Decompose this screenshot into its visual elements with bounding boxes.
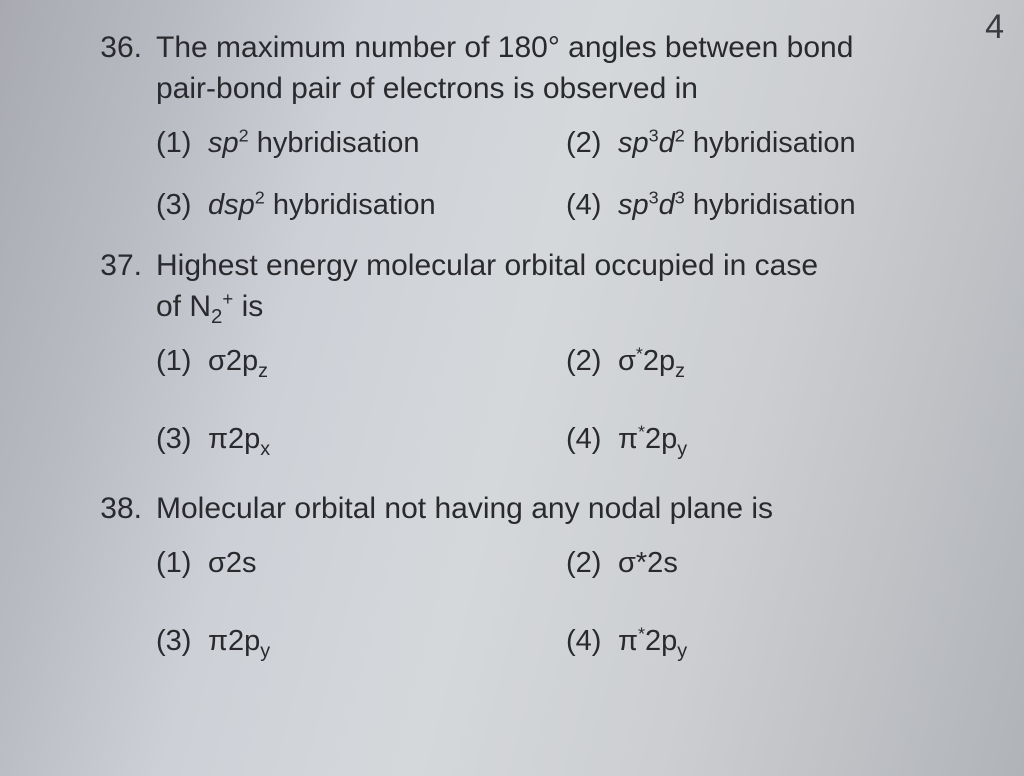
question-line1: The maximum number of 180° angles betwee…	[156, 31, 853, 64]
option-text: sp3d3 hybridisation	[618, 187, 856, 225]
options-grid: (1) σ2s (2) σ*2s (3) π2py (4) π*2py	[156, 545, 964, 660]
option-text: π*2py	[618, 623, 687, 661]
option-text: σ*2pz	[618, 343, 685, 381]
question-row: 36. The maximum number of 180° angles be…	[100, 28, 964, 109]
question-row: 38. Molecular orbital not having any nod…	[100, 489, 964, 530]
option: (4) π*2py	[566, 623, 964, 661]
option-number: (1)	[156, 545, 208, 583]
option-text: dsp2 hybridisation	[208, 187, 436, 225]
question-line2: pair-bond pair of electrons is observed …	[156, 69, 964, 110]
page: 36. The maximum number of 180° angles be…	[0, 0, 1024, 661]
option: (2) σ*2s	[566, 545, 964, 583]
option-number: (3)	[156, 623, 208, 661]
option-number: (2)	[566, 125, 618, 163]
option: (3) π2py	[156, 623, 554, 661]
option-number: (4)	[566, 187, 618, 225]
option: (4) π*2py	[566, 421, 964, 459]
option-number: (4)	[566, 421, 618, 459]
option-text: sp2 hybridisation	[208, 125, 420, 163]
question-number: 37.	[100, 246, 156, 287]
option: (3) π2px	[156, 421, 554, 459]
option: (1) σ2s	[156, 545, 554, 583]
option: (4) sp3d3 hybridisation	[566, 187, 964, 225]
question-block-36: 36. The maximum number of 180° angles be…	[100, 28, 964, 224]
question-line2: of N2+ is	[156, 287, 964, 328]
option-number: (1)	[156, 125, 208, 163]
option-number: (2)	[566, 545, 618, 583]
question-block-38: 38. Molecular orbital not having any nod…	[100, 489, 964, 661]
option-text: σ2s	[208, 545, 257, 583]
question-line1: Highest energy molecular orbital occupie…	[156, 249, 818, 282]
question-text: Molecular orbital not having any nodal p…	[156, 489, 964, 530]
question-block-37: 37. Highest energy molecular orbital occ…	[100, 246, 964, 458]
question-number: 36.	[100, 28, 156, 69]
option-text: sp3d2 hybridisation	[618, 125, 856, 163]
option-number: (2)	[566, 343, 618, 381]
option: (1) sp2 hybridisation	[156, 125, 554, 163]
option-text: σ*2s	[618, 545, 678, 583]
option-text: π2px	[208, 421, 270, 459]
question-text: Highest energy molecular orbital occupie…	[156, 246, 964, 327]
option-text: π*2py	[618, 421, 687, 459]
option-number: (4)	[566, 623, 618, 661]
options-grid: (1) sp2 hybridisation (2) sp3d2 hybridis…	[156, 125, 964, 224]
option-number: (3)	[156, 421, 208, 459]
question-number: 38.	[100, 489, 156, 530]
option-number: (1)	[156, 343, 208, 381]
question-line1: Molecular orbital not having any nodal p…	[156, 492, 773, 525]
option: (2) sp3d2 hybridisation	[566, 125, 964, 163]
option-number: (3)	[156, 187, 208, 225]
question-text: The maximum number of 180° angles betwee…	[156, 28, 964, 109]
option: (2) σ*2pz	[566, 343, 964, 381]
question-row: 37. Highest energy molecular orbital occ…	[100, 246, 964, 327]
option-text: π2py	[208, 623, 270, 661]
option: (3) dsp2 hybridisation	[156, 187, 554, 225]
option: (1) σ2pz	[156, 343, 554, 381]
option-text: σ2pz	[208, 343, 268, 381]
options-grid: (1) σ2pz (2) σ*2pz (3) π2px (4) π*2py	[156, 343, 964, 458]
